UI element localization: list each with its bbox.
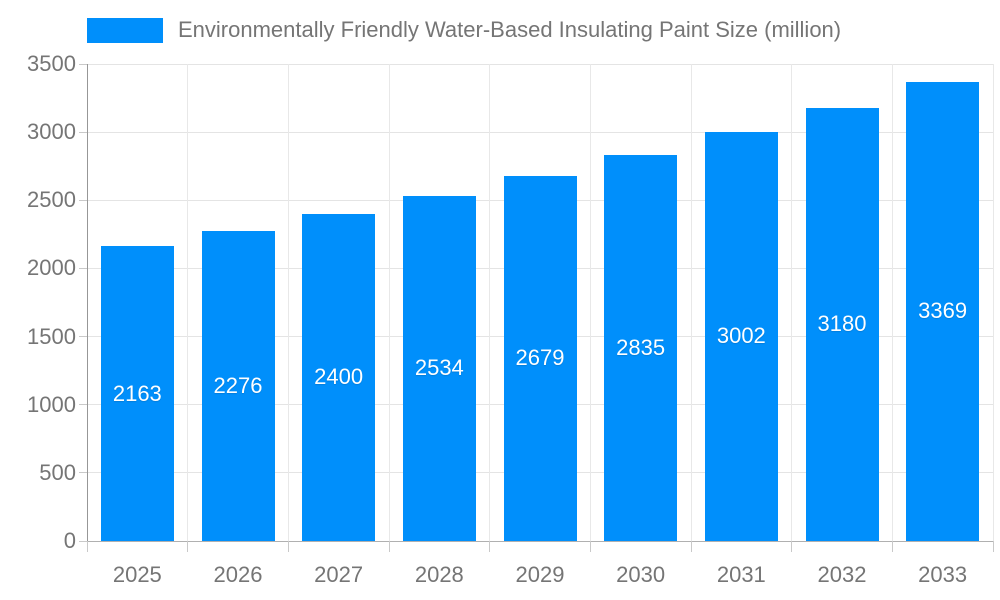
y-axis-label: 1500: [27, 323, 76, 349]
x-axis-label: 2030: [616, 562, 666, 587]
x-gridline: [589, 64, 591, 541]
y-tick: [79, 267, 87, 269]
legend-item[interactable]: Environmentally Friendly Water-Based Ins…: [87, 17, 841, 43]
y-axis-label: 2000: [27, 255, 76, 281]
y-axis-label: 3000: [27, 119, 76, 145]
x-gridline: [287, 64, 289, 541]
bar-value-label: 2400: [314, 364, 364, 390]
bar-2027[interactable]: [302, 213, 376, 541]
bar-2025[interactable]: [100, 246, 174, 541]
x-axis-label: 2032: [817, 562, 867, 587]
bar-value-label: 2534: [414, 355, 464, 381]
x-tick: [891, 541, 893, 552]
x-tick: [388, 541, 390, 552]
x-axis-label: 2033: [918, 562, 968, 587]
x-tick: [791, 541, 793, 552]
x-gridline: [86, 64, 88, 541]
y-tick: [79, 63, 87, 65]
bar-2033[interactable]: [906, 81, 980, 541]
y-tick: [79, 540, 87, 542]
bar-2032[interactable]: [805, 107, 879, 541]
x-tick: [86, 541, 88, 552]
y-tick: [79, 199, 87, 201]
y-gridline: [87, 540, 993, 542]
y-tick: [79, 472, 87, 474]
x-axis-label: 2025: [112, 562, 162, 587]
bar-2026[interactable]: [201, 230, 275, 541]
y-tick: [79, 336, 87, 338]
x-gridline: [388, 64, 390, 541]
bar-2028[interactable]: [402, 195, 476, 541]
x-tick: [589, 541, 591, 552]
legend-swatch: [87, 17, 163, 43]
bar-2031[interactable]: [704, 131, 778, 541]
y-axis-label: 3500: [27, 51, 76, 76]
x-axis-label: 2028: [414, 562, 464, 587]
x-gridline: [187, 64, 189, 541]
x-axis-label: 2027: [314, 562, 364, 587]
bar-value-label: 3180: [817, 311, 867, 337]
y-gridline: [87, 131, 993, 133]
bar-value-label: 3369: [918, 298, 968, 324]
x-gridline: [891, 64, 893, 541]
x-axis-label: 2031: [716, 562, 766, 587]
bar-value-label: 2276: [213, 372, 263, 398]
x-axis-label: 2026: [213, 562, 263, 587]
x-tick: [992, 541, 994, 552]
bar-value-label: 2679: [515, 345, 565, 371]
bar-value-label: 2835: [616, 334, 666, 360]
bar-2029[interactable]: [503, 175, 577, 541]
x-gridline: [489, 64, 491, 541]
bar-value-label: 3002: [716, 323, 766, 349]
x-tick: [287, 541, 289, 552]
x-gridline: [992, 64, 994, 541]
y-tick: [79, 404, 87, 406]
y-gridline: [87, 63, 993, 65]
legend-label: Environmentally Friendly Water-Based Ins…: [178, 17, 842, 42]
bar-2030[interactable]: [604, 154, 678, 541]
y-axis-label: 2500: [27, 187, 76, 213]
y-axis-label: 1000: [27, 391, 76, 417]
y-tick: [79, 131, 87, 133]
y-axis-label: 0: [63, 528, 76, 553]
x-gridline: [791, 64, 793, 541]
bar-value-label: 2163: [112, 380, 162, 406]
x-gridline: [690, 64, 692, 541]
x-tick: [187, 541, 189, 552]
x-tick: [690, 541, 692, 552]
x-axis-label: 2029: [515, 562, 565, 587]
y-axis-label: 500: [39, 459, 76, 485]
x-tick: [489, 541, 491, 552]
